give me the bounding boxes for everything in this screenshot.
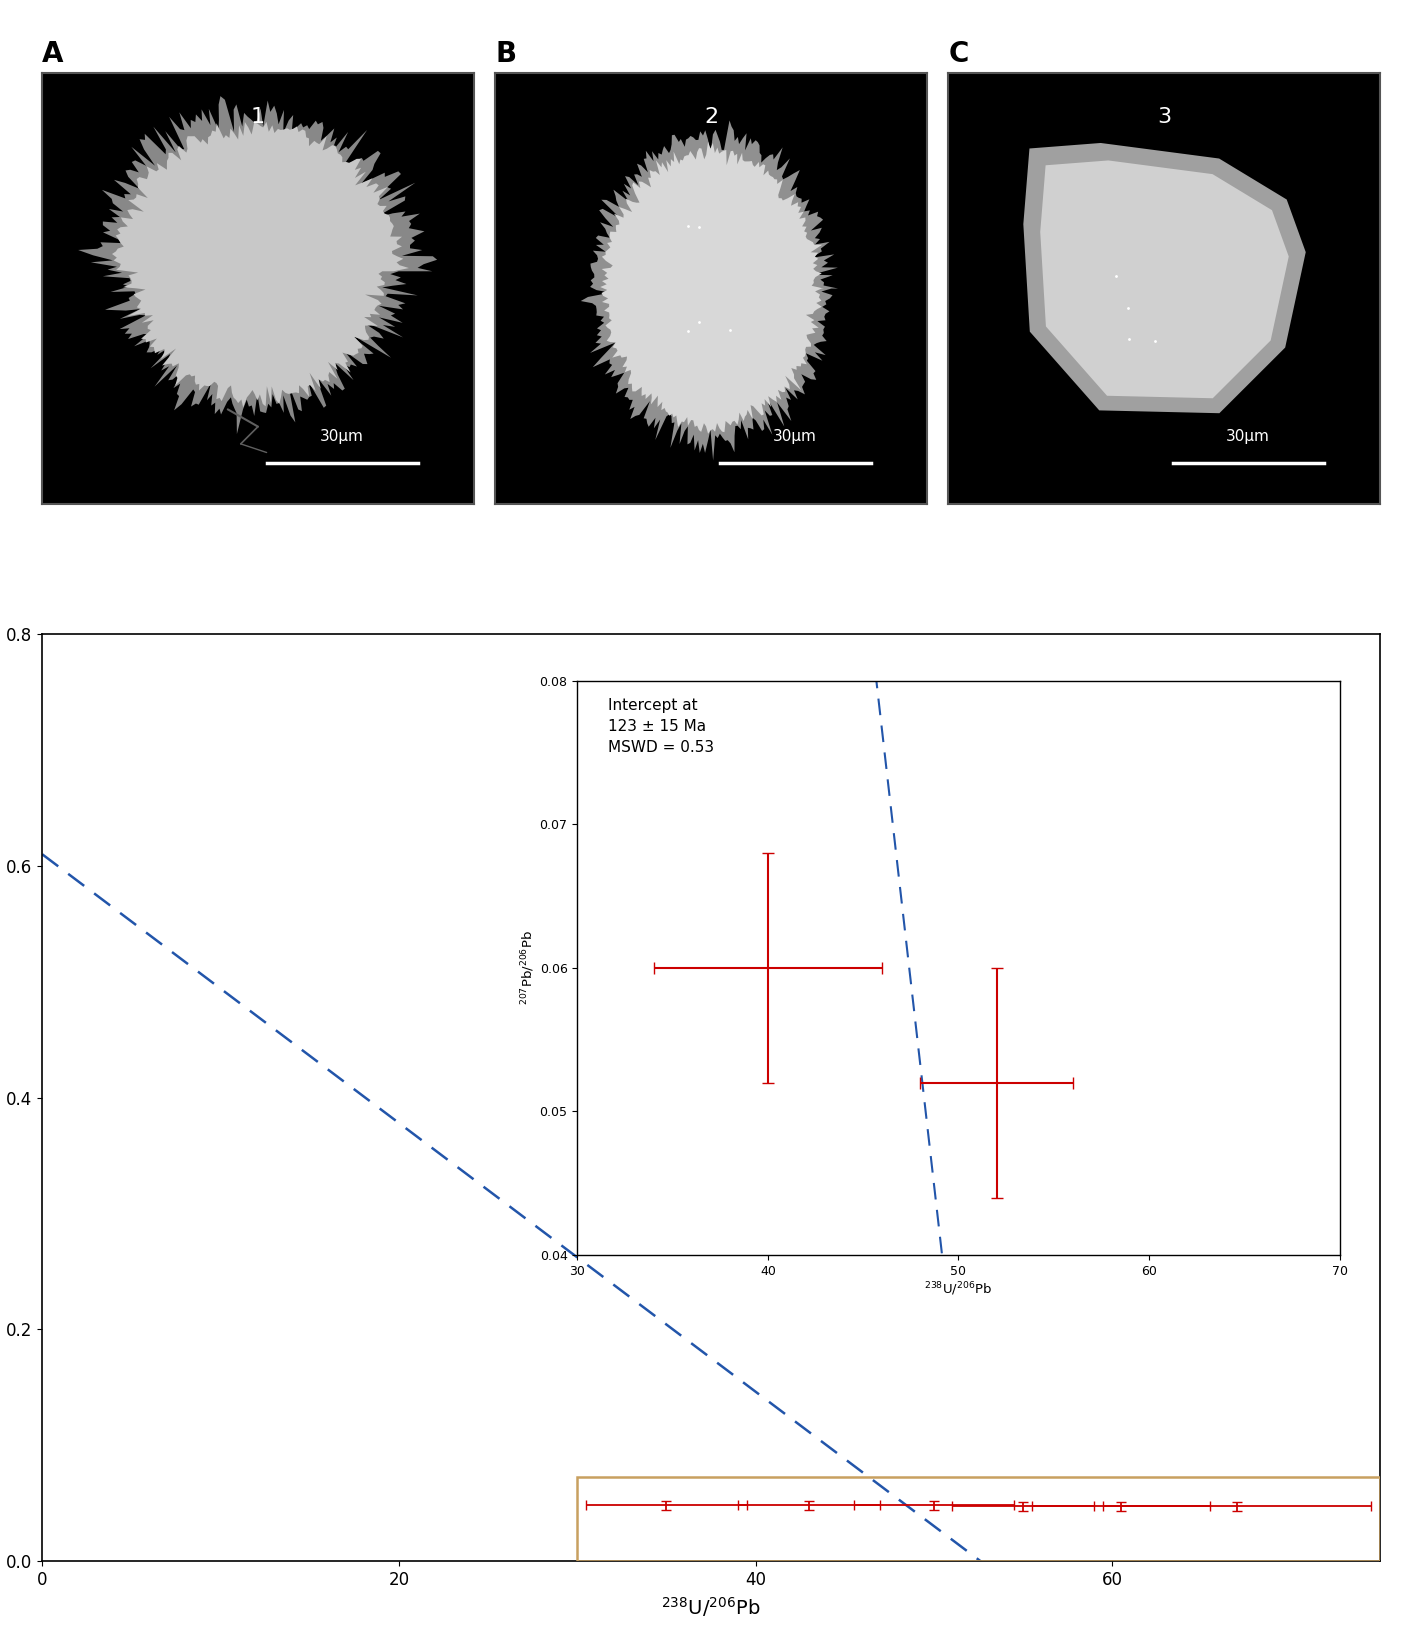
Bar — [577, 1477, 1380, 1561]
X-axis label: $^{238}$U/$^{206}$Pb: $^{238}$U/$^{206}$Pb — [662, 1595, 760, 1620]
Text: 3: 3 — [1157, 107, 1171, 127]
Polygon shape — [1041, 161, 1288, 398]
Polygon shape — [580, 120, 838, 460]
Text: 30μm: 30μm — [320, 429, 365, 444]
Text: B: B — [496, 41, 517, 69]
Text: 30μm: 30μm — [773, 429, 817, 444]
Text: 2: 2 — [704, 107, 718, 127]
Polygon shape — [113, 122, 408, 407]
Polygon shape — [79, 97, 436, 434]
Polygon shape — [600, 141, 824, 434]
Text: A: A — [42, 41, 63, 69]
Polygon shape — [1024, 143, 1305, 414]
Text: 1: 1 — [251, 107, 265, 127]
Text: C: C — [949, 41, 969, 69]
Text: 30μm: 30μm — [1226, 429, 1270, 444]
